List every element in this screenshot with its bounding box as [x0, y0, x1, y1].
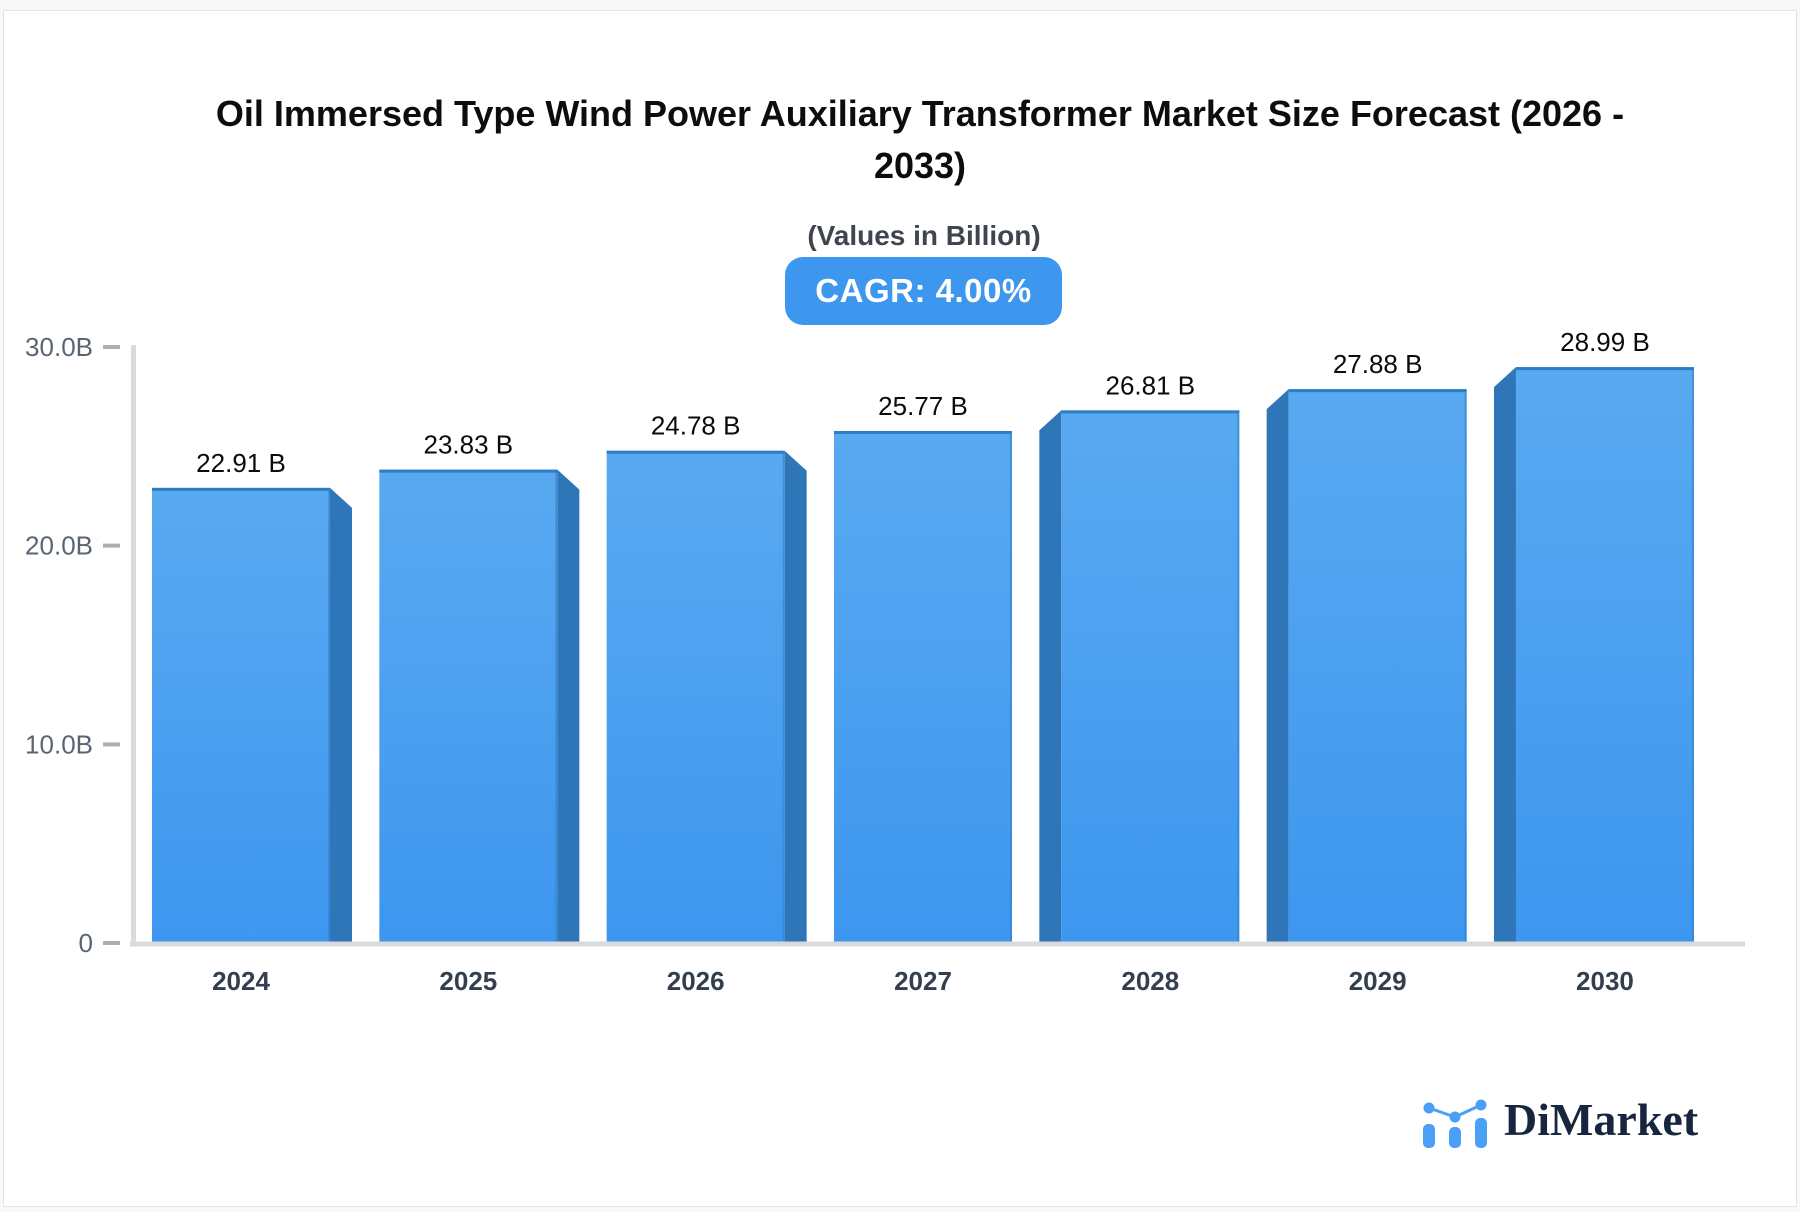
bar-side-face	[330, 487, 352, 942]
bar-chart-line-logo-icon	[1423, 1099, 1487, 1148]
chart-subtitle: (Values in Billion)	[807, 220, 1041, 251]
bar-group-2026: 24.78 B 2026	[606, 411, 807, 996]
x-tick-label: 2024	[212, 966, 270, 996]
bar-face	[379, 469, 558, 942]
cagr-badge-label: CAGR: 4.00%	[815, 272, 1032, 309]
chart-title: Oil Immersed Type Wind Power Auxiliary T…	[70, 88, 1770, 192]
x-tick-label: 2027	[894, 966, 952, 996]
bar-face	[606, 450, 785, 942]
x-tick-label: 2025	[439, 966, 497, 996]
y-tick-label: 0	[79, 928, 93, 958]
bar-group-2027: 25.77 B 2027	[833, 391, 1012, 996]
x-tick-label: 2028	[1121, 966, 1179, 996]
bar-value-label: 24.78 B	[651, 411, 741, 441]
bar-group-2029: 27.88 B 2029	[1266, 349, 1467, 996]
chart-title-line2: 2033)	[873, 145, 967, 187]
y-tick-label: 20.0B	[25, 531, 93, 561]
bar-face	[1288, 389, 1467, 943]
x-tick-label: 2026	[667, 966, 725, 996]
bar-side-face	[1039, 410, 1062, 943]
cagr-badge: CAGR: 4.00%	[785, 257, 1062, 325]
bar-side-face	[784, 450, 807, 942]
bar-group-2025: 23.83 B 2025	[379, 430, 580, 996]
bar-side-face	[557, 469, 580, 942]
bar-face	[1061, 410, 1240, 943]
y-tick-label: 10.0B	[25, 729, 93, 759]
bar-face	[833, 431, 1012, 942]
x-tick-label: 2030	[1576, 966, 1634, 996]
y-tick-label: 30.0B	[25, 332, 93, 362]
bar-side-face	[1266, 389, 1289, 943]
bar-side-face	[1493, 367, 1516, 943]
bar-value-label: 27.88 B	[1333, 349, 1423, 379]
chart-title-line1: Oil Immersed Type Wind Power Auxiliary T…	[215, 93, 1625, 134]
dimarket-logo-text: DiMarket	[1504, 1094, 1699, 1145]
bar-group-2028: 26.81 B 2028	[1039, 370, 1240, 996]
dimarket-logo: DiMarket	[1420, 1095, 1698, 1155]
bar-value-label: 26.81 B	[1105, 370, 1195, 400]
x-tick-label: 2029	[1349, 966, 1407, 996]
bar-face	[152, 487, 330, 942]
bar-group-2024: 22.91 B 2024	[152, 448, 352, 996]
bar-face	[1515, 367, 1694, 943]
bar-value-label: 25.77 B	[878, 391, 968, 421]
bar-value-label: 23.83 B	[424, 430, 514, 460]
bar-value-label: 22.91 B	[196, 448, 286, 478]
bar-group-2030: 28.99 B 2030	[1493, 327, 1694, 996]
bar-value-label: 28.99 B	[1560, 327, 1650, 357]
